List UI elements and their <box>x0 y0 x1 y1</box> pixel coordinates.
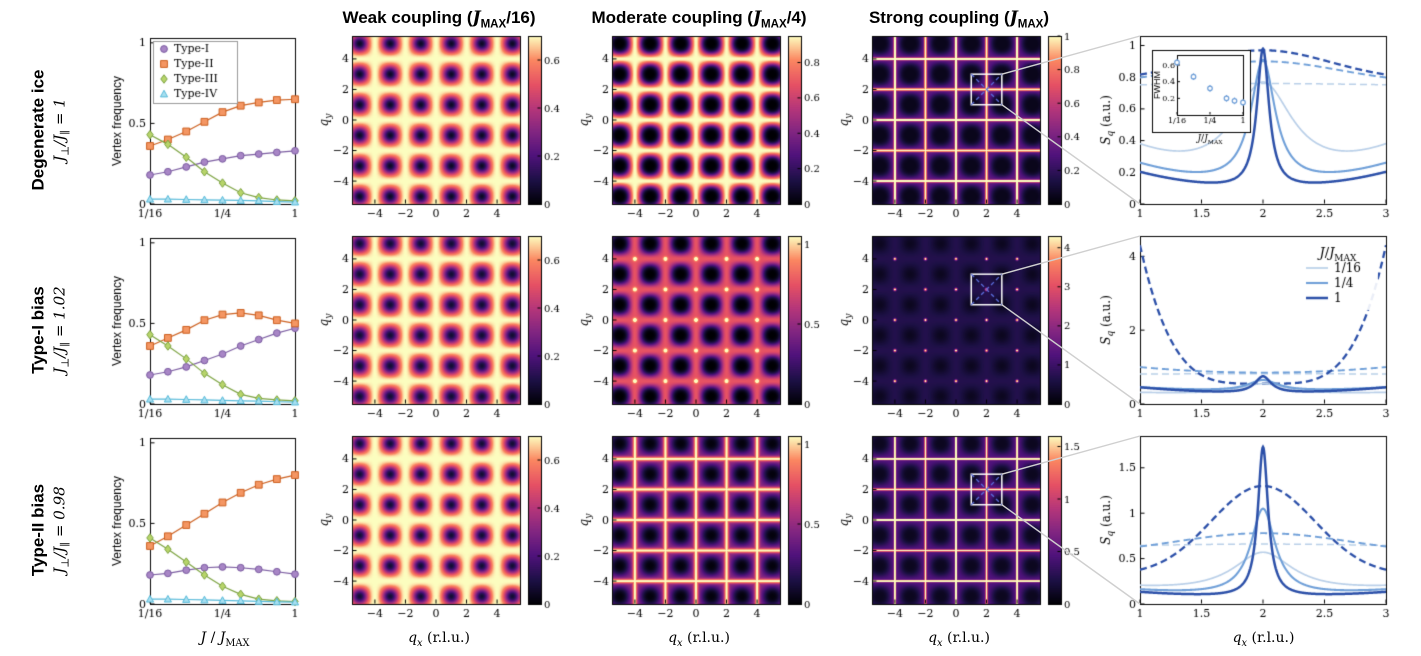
heatmap-strong-row2 <box>838 230 1080 430</box>
heatmap-moderate-row3 <box>578 430 820 630</box>
sq-plot-row2 <box>1098 230 1393 430</box>
sq-plot-row1 <box>1098 30 1393 230</box>
heatmap-weak-row3 <box>318 430 560 630</box>
vertex-plot-row3 <box>110 430 300 630</box>
heatmap-moderate-row2 <box>578 230 820 430</box>
row-label-type2-bias: Type-II bias J⊥/J∥ = 0.98 <box>8 430 92 630</box>
heatmap-moderate-row1 <box>578 30 820 230</box>
heatmap-weak-row1 <box>318 30 560 230</box>
heatmap-strong-row1 <box>838 30 1080 230</box>
header-spacer-rowlabel <box>8 2 92 30</box>
xaxis-label-sq: qx (r.l.u.) <box>1232 630 1295 649</box>
xaxis-label-heat-strong: qx (r.l.u.) <box>928 630 990 649</box>
header-spacer-vertex <box>110 2 300 30</box>
column-header-moderate: Moderate coupling (JMAX/4) <box>591 7 807 30</box>
row-title: Type-II bias <box>28 483 48 577</box>
column-header-strong: Strong coupling (JMAX) <box>868 7 1050 30</box>
vertex-plot-row2 <box>110 230 300 430</box>
xaxis-label-heat-weak: qx (r.l.u.) <box>408 630 470 649</box>
row-title: Degenerate ice <box>28 69 48 191</box>
xaxis-label-vertex: J / JMAX <box>200 630 250 649</box>
heatmap-weak-row2 <box>318 230 560 430</box>
row-label-type1-bias: Type-I bias J⊥/J∥ = 1.02 <box>8 230 92 430</box>
row-title: Type-I bias <box>28 286 48 374</box>
footer-spacer-rowlabel <box>8 630 92 654</box>
column-header-weak: Weak coupling (JMAX/16) <box>342 7 536 30</box>
heatmap-strong-row3 <box>838 430 1080 630</box>
sq-plot-row3 <box>1098 430 1393 630</box>
row-equation: J⊥/J∥ = 1 <box>50 98 72 162</box>
row-label-degenerate-ice: Degenerate ice J⊥/J∥ = 1 <box>8 30 92 230</box>
header-spacer-sq <box>1098 2 1393 30</box>
xaxis-label-heat-moderate: qx (r.l.u.) <box>668 630 730 649</box>
row-equation: J⊥/J∥ = 0.98 <box>50 486 72 574</box>
row-equation: J⊥/J∥ = 1.02 <box>50 286 72 374</box>
vertex-plot-row1 <box>110 30 300 230</box>
